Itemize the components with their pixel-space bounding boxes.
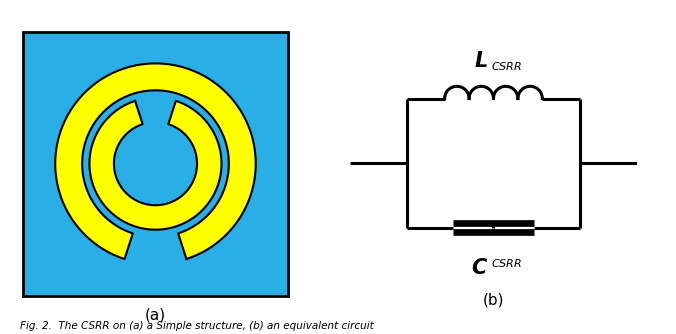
Text: (a): (a) <box>145 308 166 323</box>
Text: Fig. 2.  The CSRR on (a) a Simple structure, (b) an equivalent circuit: Fig. 2. The CSRR on (a) a Simple structu… <box>20 321 374 331</box>
Text: (b): (b) <box>483 292 504 307</box>
Text: $\boldsymbol{L}$: $\boldsymbol{L}$ <box>474 50 488 70</box>
Text: $\boldsymbol{\mathit{CSRR}}$: $\boldsymbol{\mathit{CSRR}}$ <box>491 60 522 72</box>
Text: $\boldsymbol{\mathit{CSRR}}$: $\boldsymbol{\mathit{CSRR}}$ <box>491 257 522 269</box>
Polygon shape <box>55 63 256 259</box>
Text: $\boldsymbol{C}$: $\boldsymbol{C}$ <box>470 258 488 278</box>
Polygon shape <box>89 101 222 230</box>
